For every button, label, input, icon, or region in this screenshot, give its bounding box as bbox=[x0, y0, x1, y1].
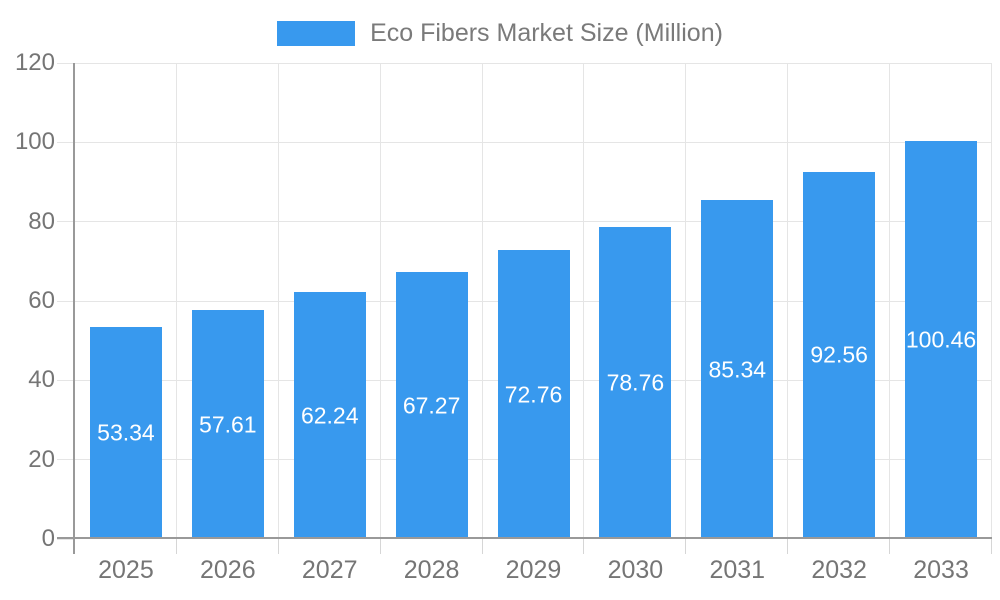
x-tick-label: 2027 bbox=[301, 556, 358, 584]
plot-area: 0 20 40 60 80 100 120 53.34 2025 57.61 2026 62.24 20… bbox=[15, 49, 992, 584]
legend: Eco Fibers Market Size (Million) bbox=[0, 19, 1000, 48]
y-axis-line bbox=[73, 63, 75, 554]
y-gridline bbox=[75, 62, 992, 64]
x-axis-line bbox=[57, 537, 992, 539]
y-axis-tick bbox=[57, 221, 75, 223]
y-gridline bbox=[75, 141, 992, 143]
x-axis-tick bbox=[787, 539, 789, 554]
y-axis-tick bbox=[57, 538, 75, 540]
x-axis-tick bbox=[991, 539, 992, 554]
y-tick-label: 120 bbox=[14, 49, 55, 76]
x-tick-label: 2028 bbox=[403, 556, 460, 584]
x-tick-label: 2029 bbox=[505, 556, 562, 584]
bar-value-label: 92.56 bbox=[810, 341, 868, 368]
x-gridline bbox=[685, 63, 687, 539]
y-tick-label: 40 bbox=[28, 366, 55, 394]
x-gridline bbox=[277, 63, 279, 539]
y-tick-label: 0 bbox=[41, 525, 55, 552]
x-axis-tick bbox=[379, 539, 381, 554]
y-tick-label: 20 bbox=[28, 445, 55, 473]
x-axis-tick bbox=[685, 539, 687, 554]
legend-label: Eco Fibers Market Size (Million) bbox=[370, 19, 723, 47]
x-gridline bbox=[481, 63, 483, 539]
y-axis-tick bbox=[57, 141, 75, 143]
x-gridline bbox=[583, 63, 585, 539]
bar-value-label: 100.46 bbox=[905, 326, 977, 353]
x-tick-label: 2026 bbox=[200, 556, 256, 584]
y-tick-label: 60 bbox=[28, 287, 55, 314]
x-tick-label: 2031 bbox=[709, 556, 766, 584]
legend-item[interactable]: Eco Fibers Market Size (Million) bbox=[277, 19, 723, 48]
bar-value-label: 57.61 bbox=[199, 411, 257, 438]
x-tick-label: 2032 bbox=[811, 556, 867, 584]
x-tick-label: 2033 bbox=[913, 556, 969, 584]
y-tick-label: 100 bbox=[14, 128, 55, 156]
bar-2029[interactable]: 72.76 bbox=[497, 250, 570, 539]
x-axis-tick bbox=[583, 539, 585, 554]
bar-value-label: 72.76 bbox=[504, 381, 563, 408]
bar-2031[interactable]: 85.34 bbox=[701, 200, 774, 539]
x-axis-tick bbox=[481, 539, 483, 554]
bar-value-label: 78.76 bbox=[606, 369, 665, 396]
y-gridline bbox=[75, 221, 992, 223]
bar-2028[interactable]: 67.27 bbox=[395, 272, 468, 539]
bar-2032[interactable]: 92.56 bbox=[803, 171, 876, 539]
x-axis-tick bbox=[175, 539, 177, 554]
bar-value-label: 62.24 bbox=[300, 402, 359, 429]
x-gridline bbox=[379, 63, 381, 539]
bar-2030[interactable]: 78.76 bbox=[599, 226, 672, 539]
bar-value-label: 53.34 bbox=[97, 419, 155, 446]
bar-value-label: 85.34 bbox=[708, 356, 767, 383]
bar-2027[interactable]: 62.24 bbox=[293, 292, 366, 539]
y-axis-tick bbox=[57, 62, 75, 64]
y-tick-label: 80 bbox=[28, 207, 55, 235]
x-gridline bbox=[991, 63, 992, 539]
bar-2033[interactable]: 100.46 bbox=[905, 140, 978, 539]
x-axis-tick bbox=[889, 539, 891, 554]
legend-swatch-icon bbox=[277, 21, 356, 46]
x-axis-tick bbox=[277, 539, 279, 554]
y-axis-tick bbox=[57, 300, 75, 302]
x-tick-label: 2025 bbox=[98, 556, 154, 584]
bar-value-label: 67.27 bbox=[402, 392, 461, 419]
y-axis-tick bbox=[57, 379, 75, 381]
x-tick-label: 2030 bbox=[607, 556, 664, 584]
x-gridline bbox=[787, 63, 789, 539]
x-gridline bbox=[175, 63, 177, 539]
x-gridline bbox=[889, 63, 891, 539]
bar-2026[interactable]: 57.61 bbox=[191, 310, 264, 539]
bar-2025[interactable]: 53.34 bbox=[89, 327, 162, 539]
y-axis-tick bbox=[57, 459, 75, 461]
